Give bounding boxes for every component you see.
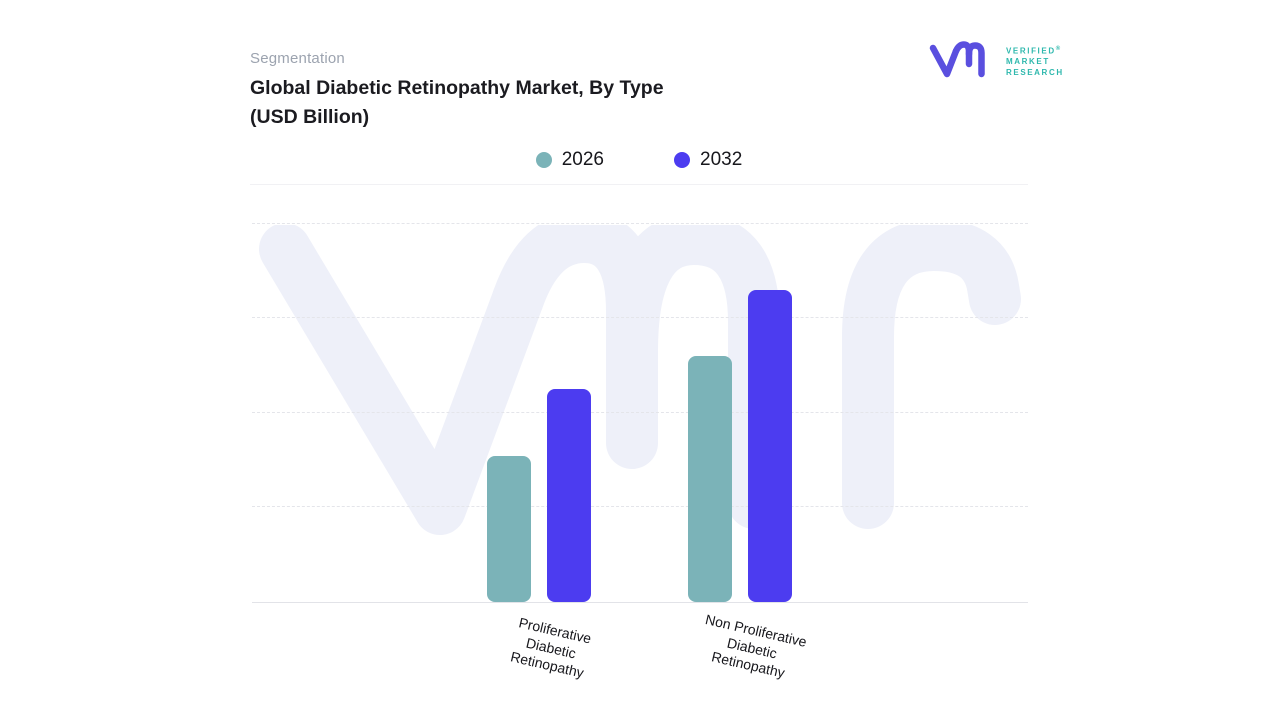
bar-2032-proliferative-diabetic-retinopathy (547, 389, 591, 602)
bar-2026-non-proliferative-diabetic-retinopathy (688, 356, 732, 602)
x-axis-labels: Proliferative Diabetic Retinopathy Non Prol… (252, 611, 1028, 716)
logo-word-verified: VERIFIED (1006, 46, 1056, 56)
gridline (252, 506, 1028, 507)
x-axis-label-2: Non Proliferative Diabetic Retinopathy (703, 611, 809, 681)
legend-label-2026: 2026 (561, 149, 604, 170)
bar-2032-non-proliferative-diabetic-retinopathy (748, 290, 792, 602)
vmr-logo: VERIFIED® MARKET RESEARCH (928, 40, 1064, 82)
plot-area (252, 223, 1028, 603)
segmentation-label: Segmentation (250, 50, 345, 67)
gridline (252, 223, 1028, 224)
bar-2026-proliferative-diabetic-retinopathy (487, 456, 531, 602)
vmr-monogram-icon (929, 41, 985, 78)
gridline (252, 412, 1028, 413)
legend-swatch-2026 (535, 152, 552, 168)
legend-item-2026: 2026 (535, 149, 604, 171)
header-divider (250, 184, 1028, 185)
gridline (252, 317, 1028, 318)
chart-title-line1: Global Diabetic Retinopathy Market, By T… (250, 77, 664, 99)
legend-label-2032: 2032 (700, 149, 743, 170)
x-axis-label-1: Proliferative Diabetic Retinopathy (509, 614, 593, 681)
chart-legend: 2026 2032 (250, 147, 1028, 173)
vmr-watermark-icon (259, 225, 1021, 535)
legend-swatch-2032 (674, 152, 690, 168)
logo-word-research: RESEARCH (1006, 67, 1064, 77)
chart-title-line2: (USD Billion) (250, 106, 370, 128)
legend-item-2032: 2032 (674, 149, 742, 171)
registered-mark: ® (1055, 45, 1061, 52)
logo-word-market: MARKET (1006, 57, 1050, 67)
chart-title: Global Diabetic Retinopathy Market, By T… (250, 74, 664, 132)
vmr-logo-text: VERIFIED® MARKET RESEARCH (1006, 44, 1064, 78)
